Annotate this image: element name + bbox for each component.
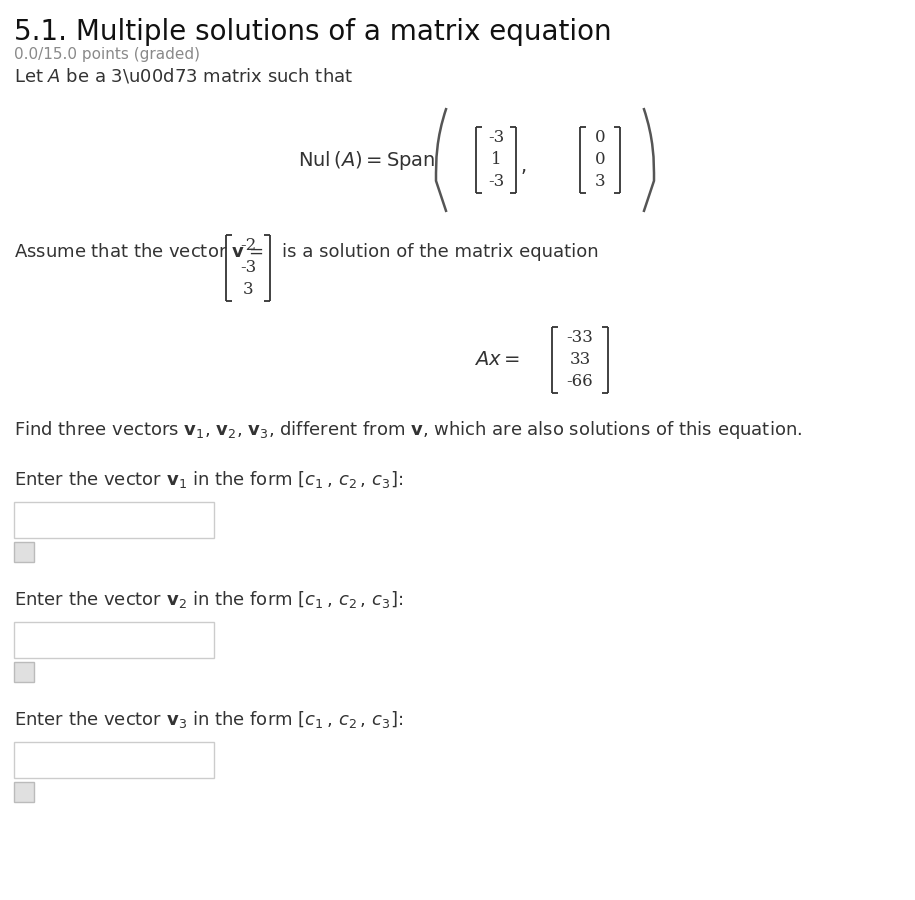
FancyBboxPatch shape [14, 542, 34, 562]
Text: ,: , [521, 157, 527, 176]
Text: 0.0/15.0 points (graded): 0.0/15.0 points (graded) [14, 47, 200, 61]
Text: 3: 3 [242, 282, 253, 299]
Text: -66: -66 [566, 374, 593, 391]
Text: -2: -2 [240, 238, 256, 255]
FancyBboxPatch shape [14, 622, 214, 658]
Text: Enter the vector $\mathbf{v}_2$ in the form $[c_1\,,\,c_2\,,\,c_3]$:: Enter the vector $\mathbf{v}_2$ in the f… [14, 590, 404, 610]
FancyBboxPatch shape [14, 662, 34, 682]
Text: 3: 3 [595, 174, 606, 191]
Text: Enter the vector $\mathbf{v}_1$ in the form $[c_1\,,\,c_2\,,\,c_3]$:: Enter the vector $\mathbf{v}_1$ in the f… [14, 470, 404, 490]
Text: -3: -3 [488, 130, 504, 147]
FancyBboxPatch shape [14, 502, 214, 538]
Text: $Ax =$: $Ax =$ [474, 351, 520, 369]
Text: -3: -3 [488, 174, 504, 191]
Text: Find three vectors $\mathbf{v}_1$, $\mathbf{v}_2$, $\mathbf{v}_3$, different fro: Find three vectors $\mathbf{v}_1$, $\mat… [14, 419, 802, 441]
Text: Let $\mathit{A}$ be a 3\u00d73 matrix such that: Let $\mathit{A}$ be a 3\u00d73 matrix su… [14, 67, 353, 86]
FancyBboxPatch shape [14, 782, 34, 802]
Text: -3: -3 [240, 259, 256, 276]
FancyBboxPatch shape [14, 742, 214, 778]
Text: 5.1. Multiple solutions of a matrix equation: 5.1. Multiple solutions of a matrix equa… [14, 18, 611, 46]
Text: 0: 0 [595, 130, 606, 147]
Text: Enter the vector $\mathbf{v}_3$ in the form $[c_1\,,\,c_2\,,\,c_3]$:: Enter the vector $\mathbf{v}_3$ in the f… [14, 709, 404, 731]
Text: 0: 0 [595, 151, 606, 168]
Text: is a solution of the matrix equation: is a solution of the matrix equation [282, 243, 598, 261]
Text: 1: 1 [490, 151, 501, 168]
Text: $\mathrm{Nul}\,(A) = \mathrm{Span}$: $\mathrm{Nul}\,(A) = \mathrm{Span}$ [297, 148, 435, 172]
Text: -33: -33 [566, 329, 594, 346]
Text: 33: 33 [569, 352, 590, 368]
Text: Assume that the vector $\mathbf{v}$ =: Assume that the vector $\mathbf{v}$ = [14, 243, 264, 261]
